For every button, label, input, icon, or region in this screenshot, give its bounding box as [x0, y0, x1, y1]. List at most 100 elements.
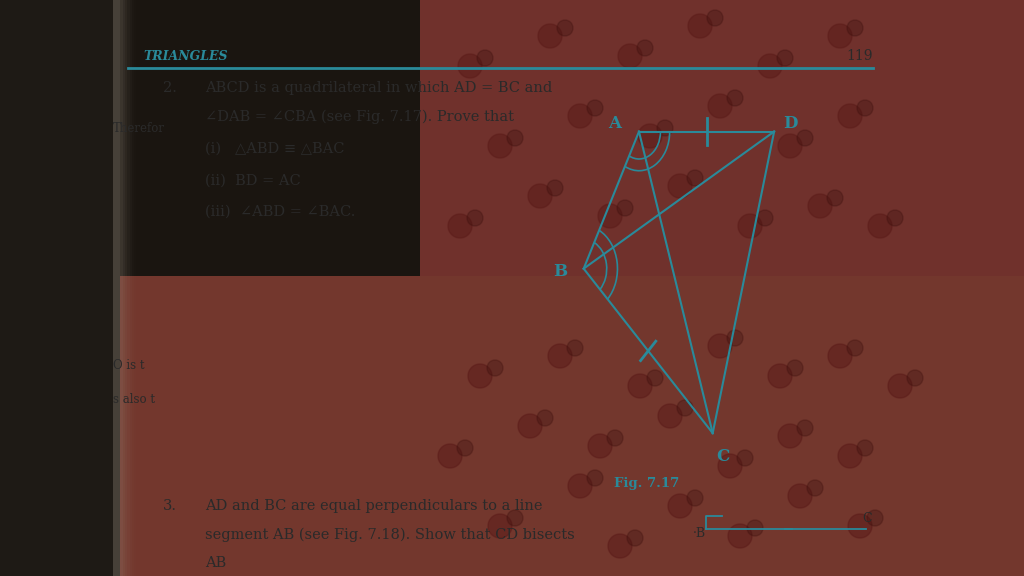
Circle shape [618, 44, 642, 68]
Polygon shape [113, 0, 123, 576]
Circle shape [708, 94, 732, 118]
Circle shape [738, 214, 762, 238]
Text: 3.: 3. [163, 499, 176, 513]
Circle shape [838, 104, 862, 128]
Text: Fig. 7.17: Fig. 7.17 [613, 477, 679, 490]
Circle shape [687, 490, 703, 506]
Circle shape [628, 374, 652, 398]
Circle shape [587, 100, 603, 116]
Text: ABCD is a quadrilateral in which AD = BC and: ABCD is a quadrilateral in which AD = BC… [205, 81, 552, 95]
Circle shape [828, 344, 852, 368]
Circle shape [746, 520, 763, 536]
Circle shape [737, 450, 753, 466]
Text: s also t: s also t [113, 393, 155, 406]
Circle shape [708, 334, 732, 358]
Circle shape [538, 24, 562, 48]
Circle shape [887, 210, 903, 226]
Circle shape [557, 20, 573, 36]
Circle shape [797, 130, 813, 146]
Text: segment AB (see Fig. 7.18). Show that CD bisects: segment AB (see Fig. 7.18). Show that CD… [205, 527, 574, 541]
Circle shape [658, 404, 682, 428]
Circle shape [727, 330, 743, 346]
Text: C: C [862, 511, 871, 525]
Text: TRIANGLES: TRIANGLES [143, 50, 228, 63]
Circle shape [637, 40, 653, 56]
Circle shape [847, 20, 863, 36]
Circle shape [457, 440, 473, 456]
Circle shape [568, 104, 592, 128]
Circle shape [588, 434, 612, 458]
Circle shape [838, 444, 862, 468]
Circle shape [857, 100, 873, 116]
Circle shape [477, 50, 493, 66]
Text: (iii)  ∠ABD = ∠BAC.: (iii) ∠ABD = ∠BAC. [205, 205, 355, 219]
Text: B: B [553, 263, 567, 281]
Circle shape [728, 524, 752, 548]
Text: (i)   △ABD ≡ △BAC: (i) △ABD ≡ △BAC [205, 142, 344, 156]
Circle shape [778, 134, 802, 158]
Circle shape [888, 374, 912, 398]
Circle shape [627, 530, 643, 546]
Circle shape [487, 360, 503, 376]
Circle shape [857, 440, 873, 456]
Circle shape [647, 370, 663, 386]
Circle shape [507, 510, 523, 526]
Circle shape [668, 174, 692, 198]
Circle shape [758, 54, 782, 78]
Circle shape [617, 200, 633, 216]
Circle shape [848, 514, 872, 538]
Circle shape [828, 24, 852, 48]
Circle shape [507, 130, 523, 146]
Circle shape [727, 90, 743, 106]
Text: D: D [783, 115, 798, 132]
Circle shape [768, 364, 792, 388]
Circle shape [537, 410, 553, 426]
Text: C: C [716, 448, 729, 465]
Text: 119: 119 [846, 49, 872, 63]
Circle shape [488, 134, 512, 158]
Text: ·B: ·B [692, 526, 706, 540]
Circle shape [657, 120, 673, 136]
Text: A: A [608, 115, 622, 132]
Polygon shape [120, 276, 1024, 576]
Polygon shape [113, 0, 121, 576]
Text: AB: AB [205, 556, 226, 570]
Polygon shape [113, 0, 125, 576]
Circle shape [777, 50, 793, 66]
Circle shape [868, 214, 892, 238]
Circle shape [638, 124, 662, 148]
Circle shape [528, 184, 552, 208]
Circle shape [587, 470, 603, 486]
Circle shape [598, 204, 622, 228]
Text: AD and BC are equal perpendiculars to a line: AD and BC are equal perpendiculars to a … [205, 499, 543, 513]
Circle shape [467, 210, 483, 226]
Circle shape [827, 190, 843, 206]
Circle shape [707, 10, 723, 26]
Circle shape [438, 444, 462, 468]
Circle shape [847, 340, 863, 356]
Text: 2.: 2. [163, 81, 176, 95]
Text: Therefor: Therefor [113, 123, 165, 135]
Circle shape [607, 430, 623, 446]
Circle shape [867, 510, 883, 526]
Circle shape [677, 400, 693, 416]
Circle shape [458, 54, 482, 78]
Text: (ii)  BD = AC: (ii) BD = AC [205, 173, 301, 187]
Circle shape [788, 484, 812, 508]
Circle shape [608, 534, 632, 558]
Circle shape [449, 214, 472, 238]
Polygon shape [113, 0, 127, 576]
Circle shape [778, 424, 802, 448]
Polygon shape [0, 0, 120, 576]
Circle shape [548, 344, 572, 368]
Circle shape [907, 370, 923, 386]
Circle shape [468, 364, 492, 388]
Circle shape [668, 494, 692, 518]
Circle shape [757, 210, 773, 226]
Text: ∠DAB = ∠CBA (see Fig. 7.17). Prove that: ∠DAB = ∠CBA (see Fig. 7.17). Prove that [205, 109, 514, 124]
Circle shape [688, 14, 712, 38]
Polygon shape [420, 0, 1024, 276]
Circle shape [687, 170, 703, 186]
Circle shape [567, 340, 583, 356]
Circle shape [787, 360, 803, 376]
